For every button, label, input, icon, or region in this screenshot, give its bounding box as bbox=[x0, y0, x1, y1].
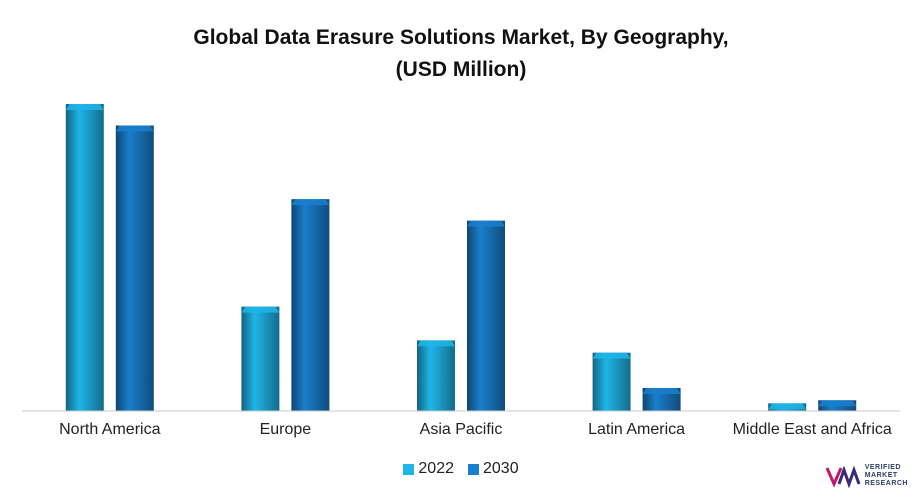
bar-europe-2022 bbox=[241, 306, 280, 411]
bar-cap bbox=[768, 403, 807, 410]
bar-asia-pacific-2030 bbox=[467, 220, 505, 411]
bar-cap bbox=[291, 199, 330, 206]
bar-cap bbox=[417, 340, 455, 347]
legend-label-2022: 2022 bbox=[418, 460, 454, 477]
bar-cap bbox=[592, 352, 631, 359]
bar-cap bbox=[115, 125, 154, 132]
bar-body bbox=[241, 306, 280, 411]
vmr-logo: VERIFIED MARKET RESEARCH bbox=[825, 464, 908, 488]
category-label-asia-pacific: Asia Pacific bbox=[419, 421, 503, 438]
legend-item-2022: 2022 bbox=[403, 460, 454, 478]
bar-body bbox=[291, 199, 330, 411]
bar-latin-america-2030 bbox=[642, 387, 681, 411]
bar-cap bbox=[818, 400, 857, 407]
chart-subtitle: (USD Million) bbox=[395, 58, 527, 81]
bar-body bbox=[65, 104, 104, 411]
category-label-north-america: North America bbox=[59, 421, 161, 438]
bar-cap bbox=[65, 104, 104, 110]
category-label-europe: Europe bbox=[259, 421, 312, 438]
bar-body bbox=[115, 125, 154, 412]
legend-item-2030: 2030 bbox=[468, 460, 519, 478]
logo-line-verified: VERIFIED bbox=[864, 464, 901, 471]
bar-europe-2030 bbox=[291, 199, 330, 411]
vmr-logo-mark-icon bbox=[825, 465, 861, 488]
bar-north-america-2022 bbox=[65, 104, 104, 411]
bar-cap bbox=[642, 387, 681, 394]
bar-body bbox=[467, 220, 505, 411]
category-label-middle-east-and-africa: Middle East and Africa bbox=[732, 421, 892, 438]
bar-cap bbox=[467, 220, 505, 227]
legend-swatch-2022 bbox=[403, 463, 415, 475]
logo-line-market: MARKET bbox=[864, 472, 898, 479]
legend-label-2030: 2030 bbox=[483, 460, 519, 477]
bar-middle-east-and-africa-2022 bbox=[768, 403, 807, 411]
bar-body bbox=[417, 340, 455, 411]
bar-middle-east-and-africa-2030 bbox=[818, 400, 857, 411]
category-label-latin-america: Latin America bbox=[588, 421, 686, 438]
legend-swatch-2030 bbox=[468, 463, 479, 475]
bar-cap bbox=[241, 306, 280, 313]
bar-latin-america-2022 bbox=[592, 352, 631, 411]
bar-north-america-2030 bbox=[115, 125, 154, 412]
bar-body bbox=[592, 352, 631, 411]
bar-asia-pacific-2022 bbox=[417, 340, 455, 411]
legend: 2022 2030 bbox=[0, 460, 922, 478]
chart-title: Global Data Erasure Solutions Market, By… bbox=[193, 26, 729, 49]
logo-line-research: RESEARCH bbox=[864, 480, 908, 487]
